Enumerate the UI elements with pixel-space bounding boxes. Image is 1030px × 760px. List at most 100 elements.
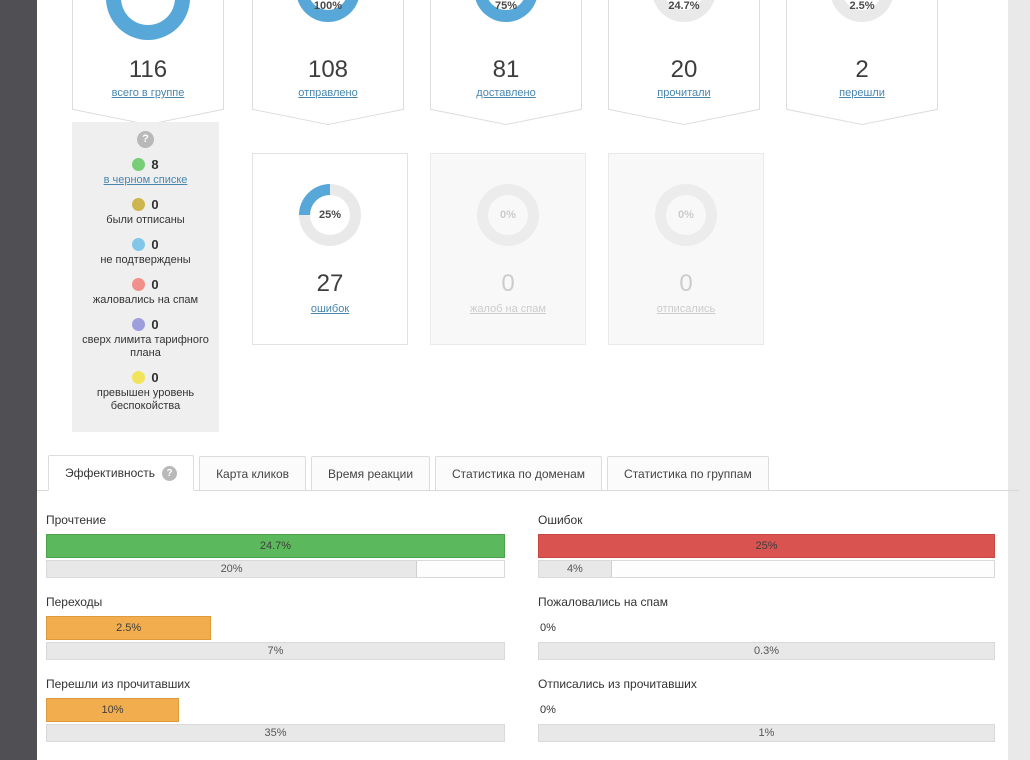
primary-bar-zero: 0% — [540, 622, 556, 634]
legend-value: 8 — [151, 157, 159, 172]
stat-group: Переходы 2.5% 7% — [46, 595, 505, 660]
donut-chart — [830, 0, 894, 22]
summary-card-total: 116 всего в группе — [72, 0, 224, 125]
help-icon[interactable]: ? — [162, 465, 178, 481]
primary-bar: 24.7% — [46, 534, 505, 558]
legend-label: не подтверждены — [100, 254, 191, 266]
tab-label: Карта кликов — [216, 466, 290, 481]
secondary-bar-track: 1% — [538, 724, 995, 742]
detail-card-unsubscribed: 0% 0 отписались — [608, 153, 764, 345]
legend-item: 0 жаловались на спам — [72, 277, 219, 307]
legend-item: 0 были отписаны — [72, 197, 219, 227]
legend-label: сверх лимита тарифного плана — [82, 334, 209, 359]
card-link[interactable]: доставлено — [476, 87, 536, 99]
legend-item: 0 не подтверждены — [72, 237, 219, 267]
secondary-bar-fill: 35% — [47, 725, 504, 741]
detail-card-errors: 25% 27 ошибок — [252, 153, 408, 345]
summary-card-clicked: 2.5% 2 перешли — [786, 0, 938, 125]
stats-column: Прочтение 24.7% 20% Переходы 2.5% 7% Перешли и… — [46, 513, 505, 760]
donut-chart — [474, 0, 538, 22]
donut-chart — [652, 0, 716, 22]
legend-label[interactable]: в черном списке — [103, 174, 188, 186]
tab-reaction-time[interactable]: Время реакции — [311, 456, 431, 490]
card-link[interactable]: прочитали — [657, 87, 711, 99]
secondary-bar-track: 0.3% — [538, 642, 995, 660]
tab-label: Время реакции — [328, 466, 414, 481]
card-link[interactable]: всего в группе — [111, 87, 185, 99]
summary-card-read: 24.7% 20 прочитали — [608, 0, 760, 125]
tab-click-map[interactable]: Карта кликов — [199, 456, 307, 490]
legend-dot-icon — [132, 318, 146, 331]
legend-value: 0 — [151, 197, 159, 212]
legend-item: 0 превышен уровень беспокойства — [72, 370, 219, 413]
donut-chart — [106, 0, 190, 40]
stat-group: Прочтение 24.7% 20% — [46, 513, 505, 578]
tabs: Эффективность? Карта кликов Время реакции С… — [37, 455, 1019, 491]
stat-group: Перешли из прочитавших 10% 35% — [46, 677, 505, 742]
stat-title: Ошибок — [538, 513, 583, 527]
legend-value: 0 — [151, 237, 159, 252]
stat-title: Перешли из прочитавших — [46, 677, 191, 691]
donut-percent-label: 100% — [313, 0, 343, 12]
legend-panel: ? 8 в черном списке 0 были отписаны 0 не подтв… — [72, 122, 219, 432]
secondary-bar-fill: 4% — [539, 561, 612, 577]
donut-chart — [296, 0, 360, 22]
stat-title: Переходы — [46, 595, 103, 609]
card-value: 0 — [679, 270, 693, 297]
content: 116 всего в группе 100% 108 отправлено 75% 81 д… — [37, 0, 1019, 760]
tab-effectiveness[interactable]: Эффективность? — [48, 455, 195, 491]
secondary-bar-fill: 20% — [47, 561, 418, 577]
stat-title: Отписались из прочитавших — [538, 677, 697, 691]
stats-section: Прочтение 24.7% 20% Переходы 2.5% 7% Перешли и… — [37, 491, 1008, 760]
primary-bar: 25% — [538, 534, 995, 558]
secondary-bar-track: 7% — [46, 642, 505, 660]
card-value: 108 — [307, 56, 349, 83]
card-link[interactable]: ошибок — [310, 303, 350, 315]
secondary-bar-track: 20% — [46, 560, 505, 578]
donut-percent-label: 25% — [318, 209, 342, 221]
legend-dot-icon — [132, 198, 146, 211]
secondary-bar-fill: 1% — [539, 725, 994, 741]
legend-item: 8 в черном списке — [72, 157, 219, 187]
donut-percent-label: 75% — [494, 0, 518, 12]
stat-title: Пожаловались на спам — [538, 595, 668, 609]
donut-percent-label: 24.7% — [668, 0, 700, 12]
tab-domains-stats[interactable]: Статистика по доменам — [435, 456, 603, 490]
donut-chart: 25% — [299, 184, 361, 246]
donut-chart: 0% — [655, 184, 717, 246]
stat-group: Отписались из прочитавших 0% 1% — [538, 677, 995, 742]
stats-column: Ошибок 25% 4% Пожаловались на спам 0% 0.3% Отп… — [538, 513, 995, 760]
legend-dot-icon — [132, 158, 146, 171]
legend-dot-icon — [132, 371, 146, 384]
card-value: 0 — [501, 270, 515, 297]
card-value: 20 — [670, 56, 698, 83]
tab-label: Статистика по группам — [624, 466, 752, 481]
legend-label: были отписаны — [106, 214, 185, 226]
primary-bar-zero: 0% — [540, 704, 556, 716]
left-sidebar-strip — [0, 0, 37, 760]
donut-chart: 0% — [477, 184, 539, 246]
card-value: 81 — [492, 56, 520, 83]
primary-bar: 2.5% — [46, 616, 212, 640]
legend-dot-icon — [132, 238, 146, 251]
secondary-bar-fill: 7% — [47, 643, 504, 659]
primary-bar: 10% — [46, 698, 180, 722]
donut-percent-label: 2.5% — [849, 0, 875, 12]
legend-label: жаловались на спам — [92, 294, 199, 306]
legend-value: 0 — [151, 370, 159, 385]
legend-value: 0 — [151, 317, 159, 332]
help-icon[interactable]: ? — [137, 131, 154, 148]
card-link[interactable]: отправлено — [298, 87, 358, 99]
card-link: жалоб на спам — [470, 303, 546, 315]
card-link[interactable]: перешли — [839, 87, 885, 99]
tab-label: Статистика по доменам — [452, 466, 586, 481]
tab-groups-stats[interactable]: Статистика по группам — [607, 456, 769, 490]
stat-group: Ошибок 25% 4% — [538, 513, 995, 578]
legend-label: превышен уровень беспокойства — [96, 387, 195, 412]
donut-percent-label: 0% — [500, 209, 516, 221]
donut-percent-label: 0% — [678, 209, 694, 221]
card-value: 2 — [855, 56, 869, 83]
tab-label: Эффективность — [65, 466, 156, 480]
legend-value: 0 — [151, 277, 159, 292]
legend-item: 0 сверх лимита тарифного плана — [72, 317, 219, 360]
